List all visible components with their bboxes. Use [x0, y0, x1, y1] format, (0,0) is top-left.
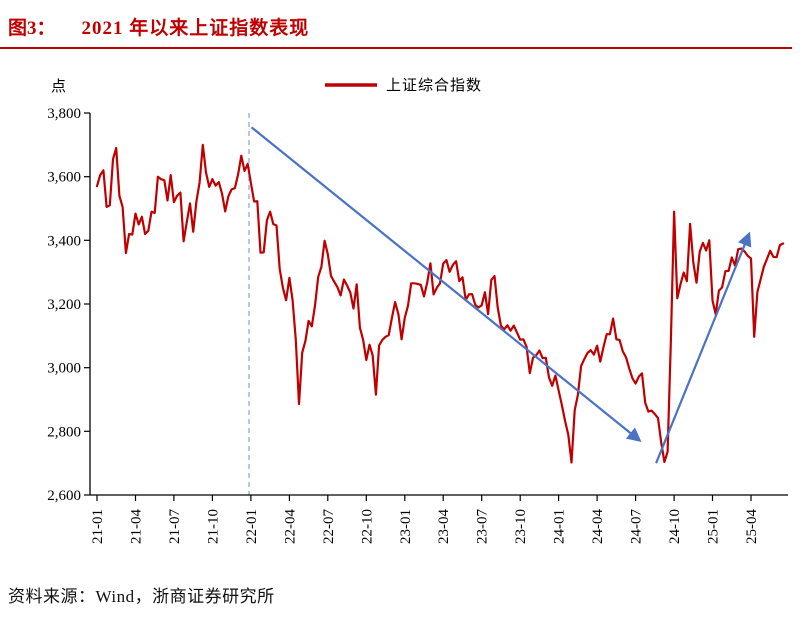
title-divider	[0, 47, 792, 49]
trend-arrow-2	[655, 231, 752, 464]
y-axis-unit: 点	[51, 78, 66, 95]
x-tick-label: 25-01	[706, 509, 722, 544]
y-tick-label: 2,600	[47, 488, 81, 504]
x-tick-label: 25-04	[744, 509, 760, 544]
figure-label: 图3：	[8, 18, 56, 39]
x-tick-label: 23-04	[436, 509, 452, 544]
figure-title: 2021 年以来上证指数表现	[81, 18, 310, 39]
series-line-0	[95, 143, 785, 464]
y-tick-label: 3,000	[47, 361, 81, 377]
x-tick-label: 24-10	[667, 509, 683, 544]
source-note: 资料来源：Wind，浙商证券研究所	[8, 587, 275, 606]
legend-label: 上证综合指数	[386, 77, 482, 94]
x-tick-label: 22-10	[359, 509, 375, 544]
y-tick-label: 2,800	[47, 424, 81, 440]
x-tick-label: 21-04	[129, 509, 145, 544]
x-tick-label: 24-04	[590, 509, 606, 544]
x-tick-label: 23-07	[475, 509, 491, 544]
x-tick-label: 23-01	[398, 509, 414, 544]
x-tick-label: 22-04	[282, 509, 298, 544]
index-chart: 3,800 3,600 3,400 3,200 3,000 2,800 2,600 21-01…	[47, 77, 788, 544]
trend-arrow-1	[250, 126, 642, 442]
x-tick-label: 23-10	[513, 509, 529, 544]
y-tick-label: 3,800	[47, 106, 81, 122]
x-tick-label: 24-01	[552, 509, 568, 544]
y-tick-label: 3,200	[47, 297, 81, 313]
x-tick-label: 22-07	[321, 509, 337, 544]
y-tick-label: 3,600	[47, 170, 81, 186]
figure-header: 图3： 2021 年以来上证指数表现	[0, 0, 808, 45]
x-tick-label: 21-10	[205, 509, 221, 544]
x-tick-label: 22-01	[244, 509, 260, 544]
x-tick-label: 21-07	[167, 509, 183, 544]
x-tick-label: 21-01	[90, 509, 106, 544]
y-tick-label: 3,400	[47, 233, 81, 249]
x-tick-label: 24-07	[629, 509, 645, 544]
chart-wrap: 3,800 3,600 3,400 3,200 3,000 2,800 2,600 21-01…	[0, 49, 808, 574]
